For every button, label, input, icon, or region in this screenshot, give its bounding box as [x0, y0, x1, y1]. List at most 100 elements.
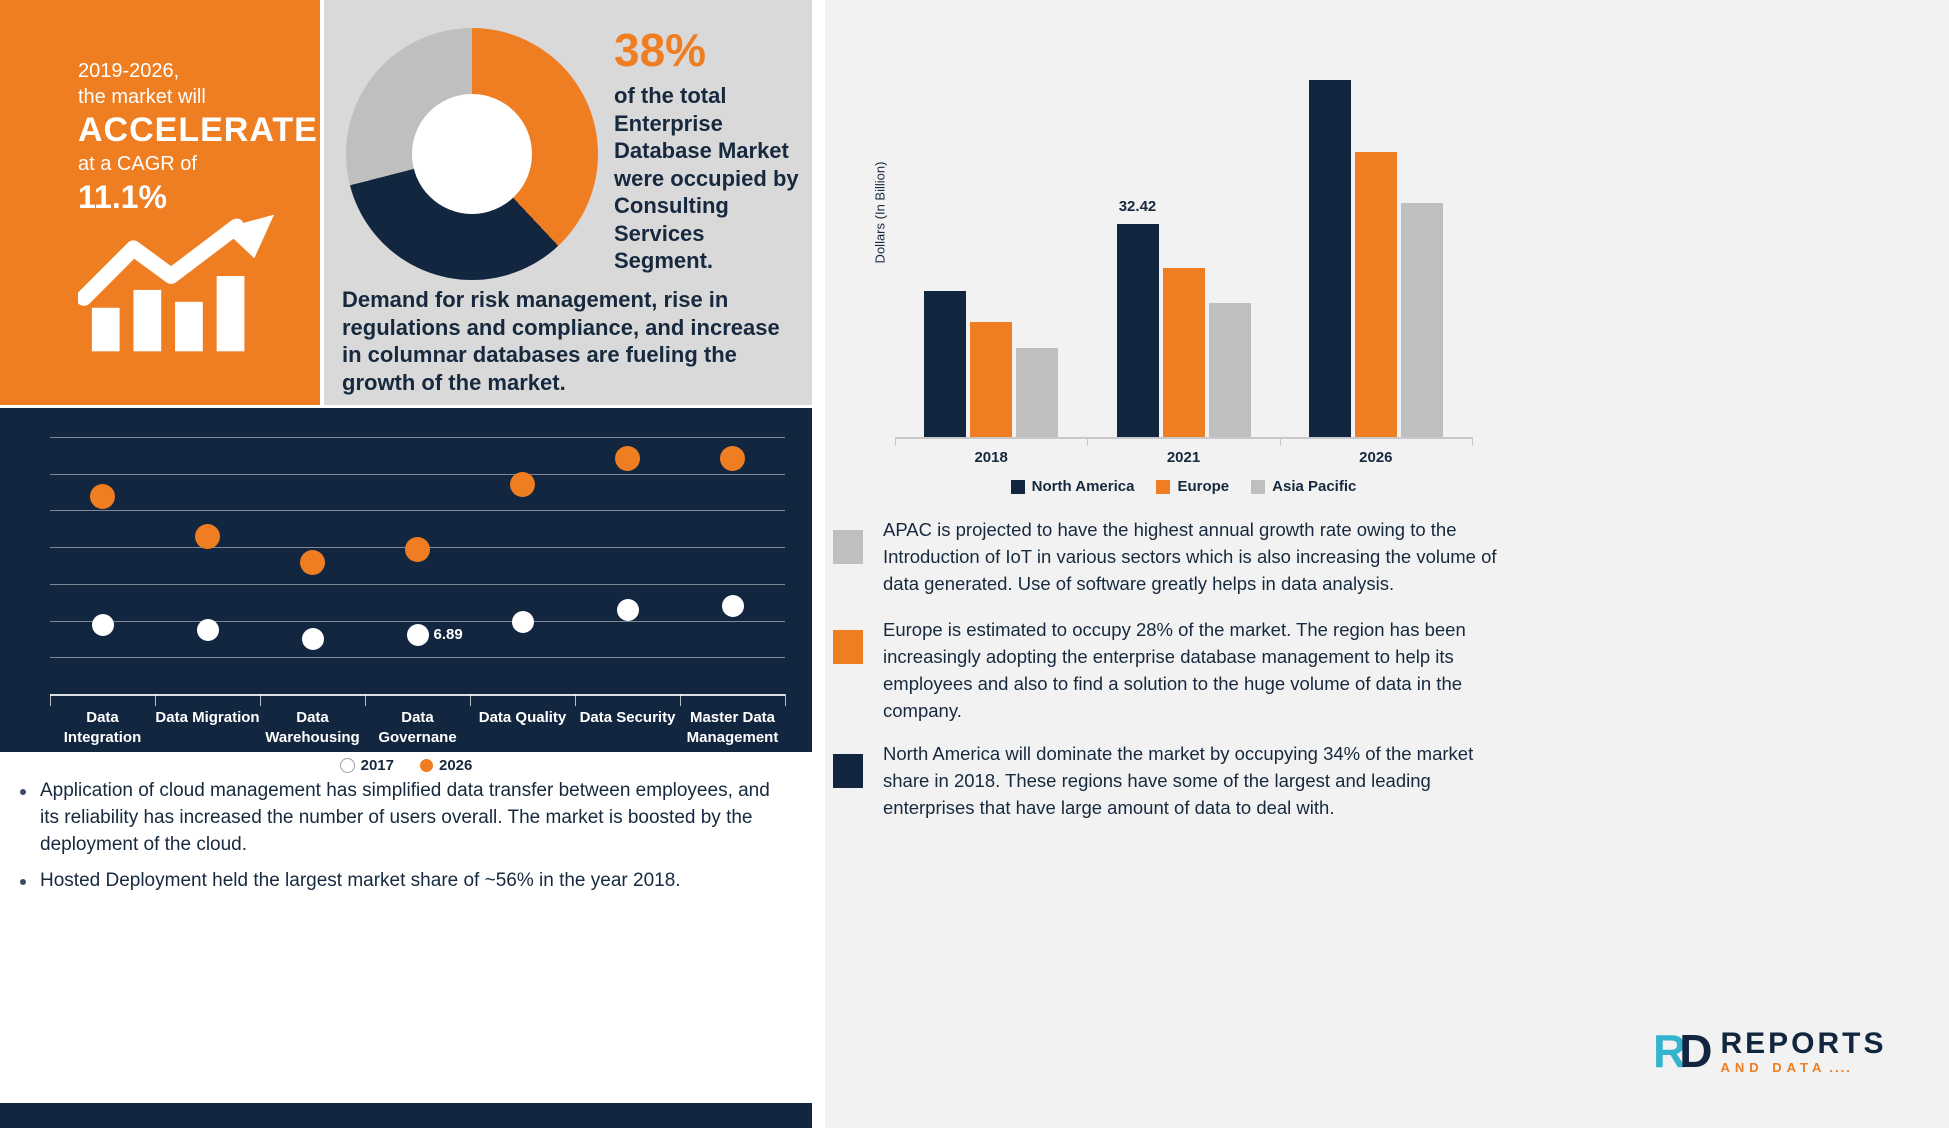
segment-stat-value: 38%: [614, 24, 707, 76]
legend-square-asia-pacific-icon: [1251, 479, 1266, 494]
dot-gridline: [50, 583, 785, 585]
dot-axis-tick: [680, 694, 681, 706]
cagr-value: 11.1%: [78, 178, 167, 215]
note-text: Application of cloud management has simp…: [40, 780, 770, 855]
dot-gridline: [50, 437, 785, 438]
dot-axis-line: [50, 694, 785, 696]
bar-asia-pacific-2018: [1016, 348, 1059, 437]
logo-subtitle: AND DATA....: [1720, 1060, 1886, 1075]
dot-2017-0: [91, 614, 114, 637]
insight-north-america-text: North America will dominate the market b…: [883, 743, 1474, 818]
dot-value-label: 6.89: [433, 625, 463, 643]
logo-mark-d: D: [1679, 1025, 1713, 1078]
logo-mark-icon: RD: [1653, 1028, 1712, 1074]
regional-panel: Dollars (In Billion) 2018 2021 2026 32.42 N…: [825, 0, 1949, 1128]
legend-item-2017: 2017: [339, 756, 394, 774]
legend-dot-2017-icon: [339, 757, 355, 773]
segment-stat-block: 38% of the total Enterprise Database Mar…: [614, 26, 799, 275]
bar-asia-pacific-2021: [1208, 303, 1251, 437]
bar-europe-2026: [1354, 152, 1397, 437]
legend-label-europe: Europe: [1177, 478, 1230, 495]
legend-square-north-america-icon: [1010, 479, 1025, 494]
bar-axis-tick: [1472, 437, 1473, 446]
insight-marker-north-america-icon: [833, 754, 863, 788]
legend-label-north-america: North America: [1031, 478, 1135, 495]
legend-item-asia-pacific: Asia Pacific: [1251, 478, 1356, 495]
bar-europe-2018: [970, 322, 1013, 437]
dot-2026-2: [300, 549, 325, 575]
dot-axis-tick: [575, 694, 576, 706]
dot-gridline: [50, 510, 785, 512]
dot-axis-tick: [470, 694, 471, 706]
dot-axis-tick: [260, 694, 261, 706]
dot-2017-4: [511, 611, 534, 634]
cagr-panel: 2019-2026, the market will ACCELERATE at…: [0, 0, 320, 405]
legend-item-europe: Europe: [1156, 478, 1229, 495]
bar-north-america-2021: [1116, 224, 1159, 437]
legend-item-north-america: North America: [1010, 478, 1135, 495]
segment-panel: 38% of the total Enterprise Database Mar…: [324, 0, 812, 405]
logo-name: REPORTS: [1720, 1027, 1887, 1060]
dot-2017-6: [721, 594, 744, 617]
bar-category-label: 2018: [974, 449, 1008, 466]
bar-axis-line: [895, 437, 1472, 439]
legend-square-europe-icon: [1156, 479, 1171, 494]
dot-axis-tick: [785, 694, 786, 706]
bar-category-label: 2026: [1359, 449, 1393, 466]
market-drivers-text: Demand for risk management, rise in regu…: [342, 287, 780, 395]
dot-chart-legend: 2017 2026: [0, 752, 812, 778]
insight-marker-asia-pacific-icon: [833, 530, 863, 564]
dot-2026-3: [405, 536, 430, 562]
dot-category-label: Data Security: [579, 709, 676, 726]
footer-bar: [0, 1103, 812, 1128]
cagr-line4: at a CAGR of: [78, 152, 197, 175]
dot-category-label: Data Migration: [155, 709, 260, 726]
legend-label-2017: 2017: [360, 756, 394, 774]
logo-mark-r: R: [1653, 1025, 1687, 1078]
reports-and-data-logo: RD REPORTS AND DATA....: [1653, 1028, 1887, 1075]
dot-2026-5: [615, 445, 640, 471]
segment-stat-desc: of the total Enterprise Database Market …: [614, 83, 799, 274]
bar-axis-tick: [895, 437, 896, 446]
bullet-dot-icon: [20, 789, 26, 795]
donut-chart: [346, 28, 598, 280]
legend-dot-2026-icon: [420, 758, 433, 772]
insight-marker-europe-icon: [833, 630, 863, 664]
dot-axis-tick: [155, 694, 156, 706]
bar-value-label: 32.42: [1118, 198, 1157, 216]
dot-category-label: Master Data Management: [686, 709, 779, 746]
legend-label-2026: 2026: [439, 756, 473, 774]
deployment-notes: Application of cloud management has simp…: [20, 778, 790, 904]
dot-chart: Data Integration Data Migration Data Wareh…: [0, 408, 812, 752]
legend-label-asia-pacific: Asia Pacific: [1272, 478, 1357, 495]
bar-north-america-2026: [1308, 80, 1351, 437]
growth-arrow-icon: [78, 214, 275, 352]
bar-chart: 2018 2021 2026 32.42: [825, 0, 1545, 520]
dot-gridline: [50, 657, 785, 659]
dot-2026-4: [510, 472, 535, 498]
cagr-text-block: 2019-2026, the market will ACCELERATE at…: [78, 58, 318, 217]
bar-axis-tick: [1087, 437, 1089, 446]
dot-category-label: Data Quality: [478, 709, 567, 726]
cagr-line2: the market will: [78, 86, 206, 108]
note-text: Hosted Deployment held the largest marke…: [40, 869, 681, 891]
dot-gridline: [50, 473, 785, 475]
insight-apac-text: APAC is projected to have the highest an…: [883, 519, 1497, 594]
dot-category-label: Data Governane: [378, 709, 457, 746]
cagr-period: 2019-2026,: [78, 60, 180, 82]
dot-gridline: [50, 620, 785, 622]
legend-item-2026: 2026: [420, 757, 472, 774]
dot-2026-1: [195, 523, 220, 549]
insight-europe-text: Europe is estimated to occupy 28% of the…: [883, 619, 1466, 721]
note-cloud-management: Application of cloud management has simp…: [20, 778, 790, 859]
bullet-dot-icon: [20, 878, 26, 885]
dot-category-label: Data Integration: [63, 709, 142, 746]
note-hosted-deployment: Hosted Deployment held the largest marke…: [20, 868, 790, 895]
dot-2026-6: [720, 445, 745, 471]
bar-chart-legend: North America Europe Asia Pacific: [895, 478, 1472, 495]
bar-axis-tick: [1279, 437, 1281, 446]
dot-2017-5: [616, 599, 639, 622]
dot-2026-0: [90, 484, 115, 510]
dot-axis-tick: [50, 694, 51, 706]
